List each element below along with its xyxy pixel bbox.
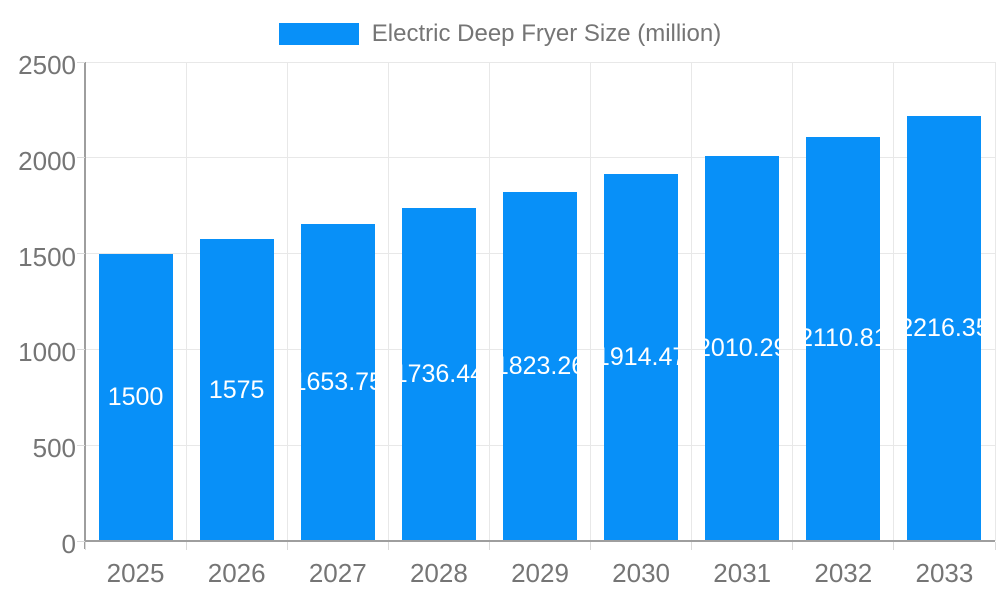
bar-2033[interactable]: 2216.35 (907, 116, 982, 541)
x-tick-label: 2030 (612, 558, 671, 588)
x-axis-tick (691, 542, 693, 550)
bar-2027[interactable]: 1653.75 (300, 224, 375, 541)
bar-value-label: 1575 (208, 375, 265, 404)
bar-value-label: 1653.75 (301, 368, 375, 397)
x-tick-label: 2026 (207, 558, 266, 588)
x-axis-tick (590, 542, 592, 550)
x-gridline (792, 62, 794, 541)
y-axis-tick (77, 157, 85, 159)
y-tick-label: 500 (32, 433, 76, 464)
x-gridline (893, 62, 895, 541)
y-tick-label: 2500 (18, 50, 76, 80)
x-gridline (185, 62, 187, 541)
y-tick-label: 1000 (18, 337, 76, 368)
y-gridline (85, 61, 995, 63)
bar-2029[interactable]: 1823.26 (503, 191, 577, 541)
x-gridline (488, 62, 490, 541)
x-gridline (590, 62, 592, 541)
bar-value-label: 1914.47 (604, 343, 678, 372)
y-axis-tick (77, 348, 85, 350)
bar-2025[interactable]: 1500 (98, 253, 173, 541)
x-tick-label: 2027 (308, 558, 367, 588)
x-axis-tick (792, 542, 794, 550)
bar-value-label: 1500 (107, 382, 164, 411)
x-gridline (387, 62, 389, 541)
y-axis-line (84, 62, 86, 549)
bar-value-label: 2216.35 (907, 314, 981, 343)
x-axis-tick (994, 542, 996, 550)
x-axis-line (85, 540, 995, 542)
bar-2028[interactable]: 1736.44 (401, 208, 476, 541)
y-axis-tick (77, 540, 85, 542)
y-tick-label: 1500 (18, 241, 76, 272)
x-tick-label: 2029 (511, 558, 569, 588)
x-axis-tick (387, 542, 389, 550)
y-axis-tick (77, 253, 85, 255)
x-gridline (994, 62, 996, 541)
x-gridline (286, 62, 288, 541)
plot-area: 1500 1575 1653.75 1736.44 1823.26 1914.47 2010… (84, 61, 996, 549)
x-tick-label: 2031 (713, 558, 772, 588)
x-axis-tick (488, 542, 490, 550)
y-tick-label: 0 (61, 529, 76, 559)
y-axis-tick (77, 444, 85, 446)
bar-2026[interactable]: 1575 (199, 239, 274, 541)
bar-value-label: 1736.44 (402, 360, 476, 389)
bar-2030[interactable]: 1914.47 (604, 174, 679, 541)
legend-swatch (278, 23, 359, 45)
x-axis-tick (185, 542, 187, 550)
y-tick-label: 2000 (18, 145, 76, 176)
x-gridline (691, 62, 693, 541)
x-axis-tick (893, 542, 895, 550)
x-tick-label: 2032 (814, 558, 873, 588)
y-gridline (85, 157, 995, 159)
x-tick-label: 2025 (106, 558, 165, 588)
legend-label: Electric Deep Fryer Size (million) (371, 20, 722, 47)
bar-value-label: 2010.29 (705, 333, 779, 362)
bar-value-label: 1823.26 (503, 351, 577, 380)
x-axis-tick (84, 542, 86, 550)
x-tick-label: 2028 (409, 558, 468, 588)
x-axis-tick (286, 542, 288, 550)
bar-2031[interactable]: 2010.29 (705, 155, 780, 541)
legend-item[interactable]: Electric Deep Fryer Size (million) (0, 20, 1000, 48)
x-tick-label: 2033 (915, 558, 974, 588)
y-axis-tick (77, 61, 85, 63)
